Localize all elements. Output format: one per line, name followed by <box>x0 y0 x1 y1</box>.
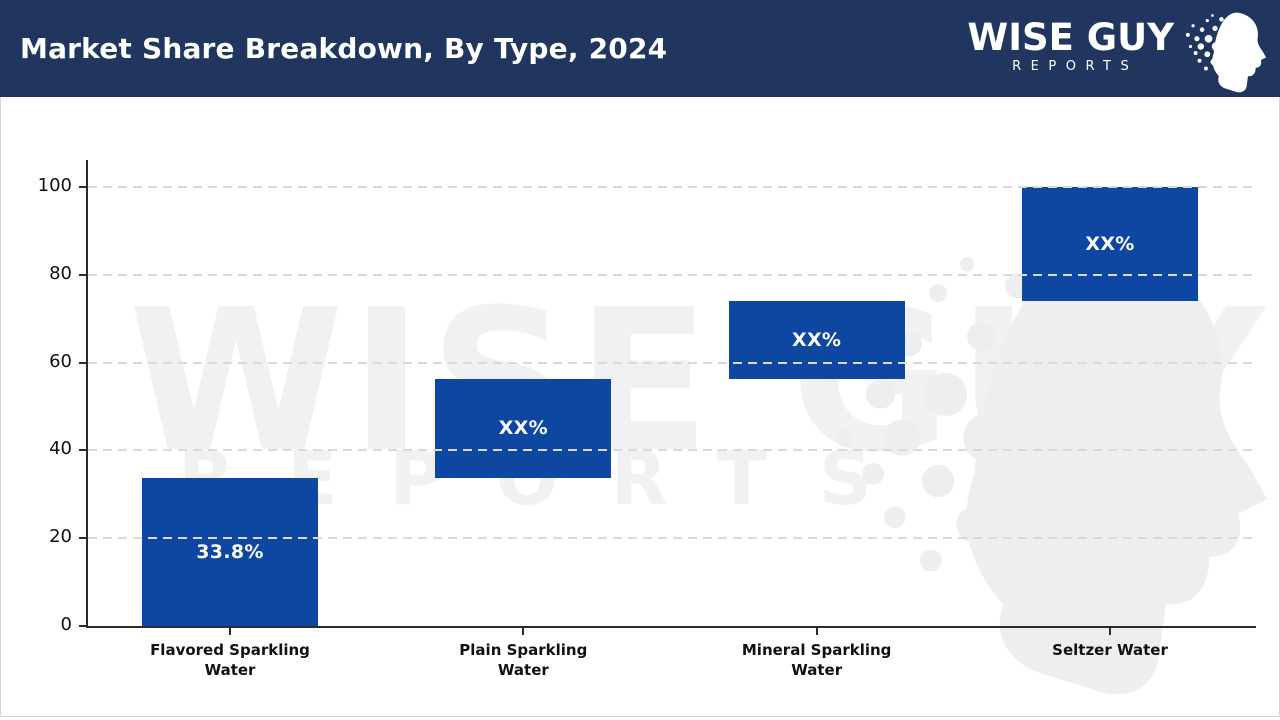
logo-wordmark: WISE GUY <box>967 16 1174 59</box>
bar-value-label-3: XX% <box>792 328 842 351</box>
bar-value-label-4: XX% <box>1085 233 1135 256</box>
logo-text: WISE GUY REPORTS <box>967 19 1174 74</box>
x-axis-line <box>86 626 1256 628</box>
bar-value-label-1: 33.8% <box>196 540 264 563</box>
header-bar: Market Share Breakdown, By Type, 2024 WI… <box>0 0 1280 97</box>
x-tick-3 <box>815 628 818 635</box>
bar-3: XX% <box>728 301 905 379</box>
y-tick-label-0: 0 <box>60 614 72 635</box>
bar-2: XX% <box>435 378 612 478</box>
page-title: Market Share Breakdown, By Type, 2024 <box>20 32 668 65</box>
x-tick-1 <box>229 628 231 635</box>
gridline-20 <box>88 537 1256 540</box>
bar-value-label-2: XX% <box>498 417 548 440</box>
gridline-60 <box>88 361 1256 364</box>
y-tick-40 <box>79 449 86 452</box>
y-tick-0 <box>79 625 86 627</box>
bar-1: 33.8% <box>142 477 318 626</box>
x-category-label-1: Flavored Sparkling Water <box>150 641 310 679</box>
gridline-100 <box>88 186 1256 188</box>
wise-guy-logo: WISE GUY REPORTS <box>967 7 1267 93</box>
y-axis-line <box>86 160 88 628</box>
logo-subtitle: REPORTS <box>1012 59 1139 74</box>
y-tick-60 <box>79 361 86 364</box>
y-tick-label-40: 40 <box>49 438 72 460</box>
gridline-80 <box>88 273 1256 276</box>
y-tick-100 <box>79 186 86 188</box>
x-category-label-2: Plain Sparkling Water <box>459 641 588 679</box>
y-tick-20 <box>79 537 86 540</box>
watermark-wordmark: WISE GUY <box>128 268 1271 496</box>
x-tick-2 <box>522 628 525 635</box>
y-tick-label-20: 20 <box>49 526 72 548</box>
x-tick-4 <box>1109 628 1111 635</box>
y-tick-label-80: 80 <box>49 262 72 284</box>
y-tick-label-100: 100 <box>37 175 72 196</box>
x-category-label-3: Mineral Sparkling Water <box>741 641 892 679</box>
bar-4: XX% <box>1022 187 1198 302</box>
gridline-40 <box>88 449 1256 452</box>
x-category-label-4: Seltzer Water <box>1052 641 1168 659</box>
dotted-head-icon <box>1185 12 1267 93</box>
y-tick-label-60: 60 <box>49 350 72 372</box>
y-tick-80 <box>79 273 86 276</box>
